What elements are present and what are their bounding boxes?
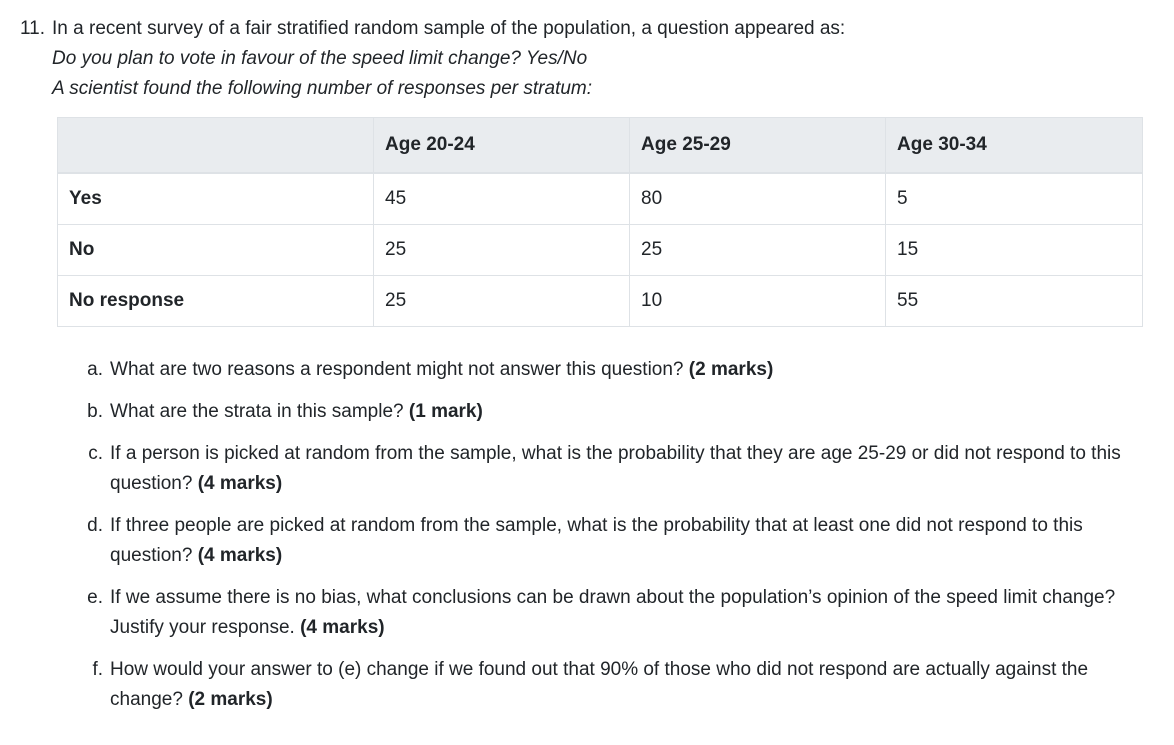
subquestion-a-marks: (2 marks) (688, 359, 774, 380)
subquestion-b-letter: b. (87, 401, 104, 422)
subquestion-b-text: What are the strata in this sample? (1 m… (110, 397, 1130, 427)
subquestion-d: d. If three people are picked at random … (82, 511, 1146, 571)
subquestion-c-letter: c. (88, 443, 104, 464)
responses-table: Age 20-24 Age 25-29 Age 30-34 Yes 45 80 … (57, 117, 1144, 327)
question-context: A scientist found the following number o… (52, 78, 593, 99)
table-corner-cell (57, 117, 375, 174)
cell-no-age-25-29: 25 (629, 224, 887, 276)
subquestion-c-body: If a person is picked at random from the… (110, 443, 1121, 494)
subquestion-b-body: What are the strata in this sample? (110, 401, 404, 422)
question-number: 11. (20, 18, 46, 39)
subquestion-e-body: If we assume there is no bias, what conc… (110, 587, 1116, 638)
subquestion-e-letter: e. (87, 587, 104, 608)
subquestion-d-text: If three people are picked at random fro… (110, 511, 1130, 571)
column-header-age-20-24: Age 20-24 (373, 117, 631, 174)
cell-no-response-age-25-29: 10 (629, 275, 887, 327)
cell-yes-age-20-24: 45 (373, 172, 631, 225)
subquestion-e-text: If we assume there is no bias, what conc… (110, 583, 1130, 643)
subquestion-f-body: How would your answer to (e) change if w… (110, 659, 1089, 710)
subquestion-a-body: What are two reasons a respondent might … (110, 359, 684, 380)
subquestion-b-marks: (1 mark) (408, 401, 483, 422)
subquestion-list: a. What are two reasons a respondent mig… (52, 355, 1146, 715)
cell-no-age-30-34: 15 (885, 224, 1144, 276)
cell-no-age-20-24: 25 (373, 224, 631, 276)
subquestion-f-letter: f. (92, 659, 104, 680)
subquestion-c-text: If a person is picked at random from the… (110, 439, 1130, 499)
subquestion-e: e. If we assume there is no bias, what c… (82, 583, 1146, 643)
row-label-no-response: No response (57, 275, 375, 327)
cell-yes-age-30-34: 5 (885, 172, 1144, 225)
table-row-no: No 25 25 15 (57, 224, 1144, 276)
question-intro: In a recent survey of a fair stratified … (52, 18, 846, 39)
subquestion-d-marks: (4 marks) (197, 545, 283, 566)
subquestion-f: f. How would your answer to (e) change i… (82, 655, 1146, 715)
column-header-age-30-34: Age 30-34 (885, 117, 1144, 174)
row-label-yes: Yes (57, 172, 375, 225)
subquestion-f-text: How would your answer to (e) change if w… (110, 655, 1130, 715)
table-row-no-response: No response 25 10 55 (57, 275, 1144, 327)
subquestion-a-text: What are two reasons a respondent might … (110, 355, 1130, 385)
subquestion-a: a. What are two reasons a respondent mig… (82, 355, 1146, 385)
column-header-age-25-29: Age 25-29 (629, 117, 887, 174)
subquestion-a-letter: a. (87, 359, 104, 380)
subquestion-f-marks: (2 marks) (188, 689, 273, 710)
cell-yes-age-25-29: 80 (629, 172, 887, 225)
row-label-no: No (57, 224, 375, 276)
subquestion-c: c. If a person is picked at random from … (82, 439, 1146, 499)
cell-no-response-age-30-34: 55 (885, 275, 1144, 327)
question-11: 11. In a recent survey of a fair stratif… (20, 14, 1146, 715)
subquestion-d-letter: d. (87, 515, 104, 536)
table-header-row: Age 20-24 Age 25-29 Age 30-34 (57, 117, 1144, 174)
cell-no-response-age-20-24: 25 (373, 275, 631, 327)
subquestion-b: b. What are the strata in this sample? (… (82, 397, 1146, 427)
subquestion-e-marks: (4 marks) (300, 617, 385, 638)
table-row-yes: Yes 45 80 5 (57, 172, 1144, 225)
question-body: In a recent survey of a fair stratified … (52, 14, 1146, 715)
survey-question-text: Do you plan to vote in favour of the spe… (52, 48, 588, 69)
subquestion-d-body: If three people are picked at random fro… (110, 515, 1083, 566)
subquestion-c-marks: (4 marks) (197, 473, 283, 494)
